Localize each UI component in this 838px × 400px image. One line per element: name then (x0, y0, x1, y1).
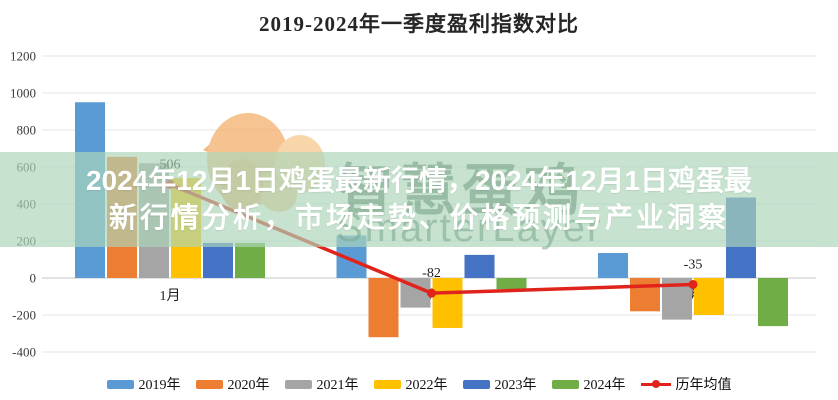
bar-2023年-2月 (464, 254, 495, 278)
headline-text: 2024年12月1日鸡蛋最新行情，2024年12月1日鸡蛋最 新行情分析，市场走… (0, 152, 838, 247)
legend-swatch-icon (551, 379, 579, 389)
legend-swatch-icon (195, 379, 223, 389)
x-axis-category-label: 1月 (160, 288, 181, 304)
legend-item-2022年: 2022年 (373, 374, 448, 394)
legend-item-2019年: 2019年 (106, 374, 181, 394)
line-data-label: -82 (422, 266, 441, 281)
chart-title: 2019-2024年一季度盈利指数对比 (259, 12, 579, 36)
chart-legend: 2019年 2020年 2021年 2022年 2023年 2024年 历年均值 (0, 374, 838, 394)
bar-2024年-1月 (235, 242, 265, 278)
legend-swatch-icon (373, 379, 401, 389)
y-axis-tick-label: -400 (12, 345, 36, 360)
legend-label: 2023年 (494, 378, 537, 393)
average-line-marker (688, 279, 698, 289)
bar-2022年-3月 (694, 278, 724, 315)
y-axis-tick-label: 1000 (10, 86, 36, 101)
bar-2019年-3月 (598, 253, 628, 278)
y-axis-tick-label: 800 (17, 123, 37, 138)
latin-watermark: SmarterLayer (336, 206, 603, 250)
legend-label: 2021年 (316, 378, 359, 393)
headline-line-2: 新行情分析，市场走势、价格预测与产业洞察 (108, 202, 729, 233)
legend-item-2021年: 2021年 (284, 374, 359, 394)
headline-line-1: 2024年12月1日鸡蛋最新行情，2024年12月1日鸡蛋最 (85, 165, 752, 196)
legend-line-marker-icon (640, 380, 671, 388)
line-data-label: -35 (684, 257, 703, 272)
headline-banner (0, 152, 838, 247)
bar-2024年-2月 (496, 278, 527, 290)
bar-2020年-3月 (630, 278, 660, 312)
bar-2024年-3月 (758, 278, 788, 327)
y-axis-tick-label: 0 (30, 271, 37, 286)
legend-label: 2022年 (405, 378, 448, 393)
legend-item-2023年: 2023年 (462, 374, 537, 394)
legend-label: 历年均值 (675, 378, 732, 393)
legend-item-2024年: 2024年 (551, 374, 626, 394)
y-axis-tick-label: -200 (12, 308, 36, 323)
legend-label: 2019年 (138, 378, 181, 393)
cjk-watermark: 智慧蛋鸡 (338, 161, 586, 223)
bar-2022年-2月 (432, 278, 463, 328)
legend-swatch-icon (106, 379, 134, 389)
legend-item-历年均值: 历年均值 (640, 374, 732, 394)
legend-swatch-icon (284, 379, 312, 389)
bar-2020年-2月 (368, 278, 399, 338)
legend-label: 2020年 (227, 378, 270, 393)
legend-item-2020年: 2020年 (195, 374, 270, 394)
legend-swatch-icon (462, 379, 490, 389)
legend-line-dot-icon (651, 380, 660, 388)
bar-2023年-1月 (203, 242, 233, 278)
average-line-marker (427, 288, 436, 298)
legend-label: 2024年 (583, 378, 626, 393)
y-axis-tick-label: 1200 (10, 49, 36, 64)
